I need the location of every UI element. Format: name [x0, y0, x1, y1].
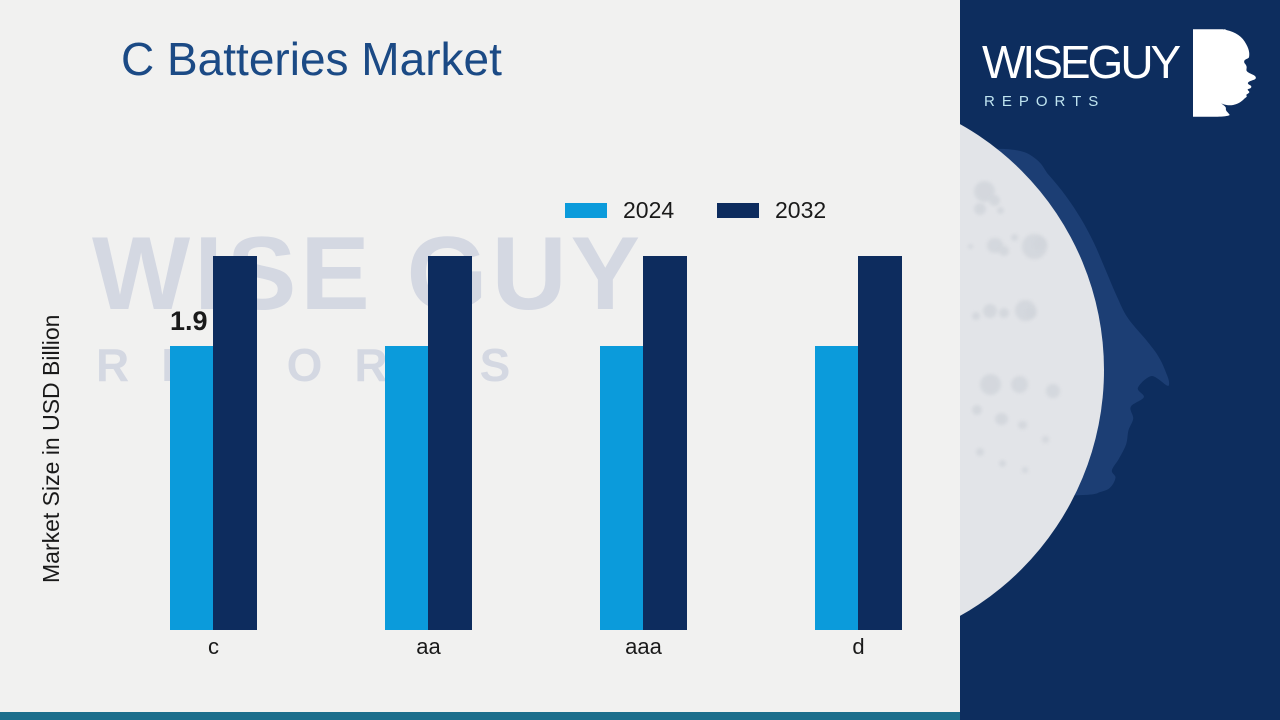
svg-text:WISEGUY: WISEGUY [982, 36, 1181, 88]
svg-text:REPORTS: REPORTS [984, 93, 1105, 110]
